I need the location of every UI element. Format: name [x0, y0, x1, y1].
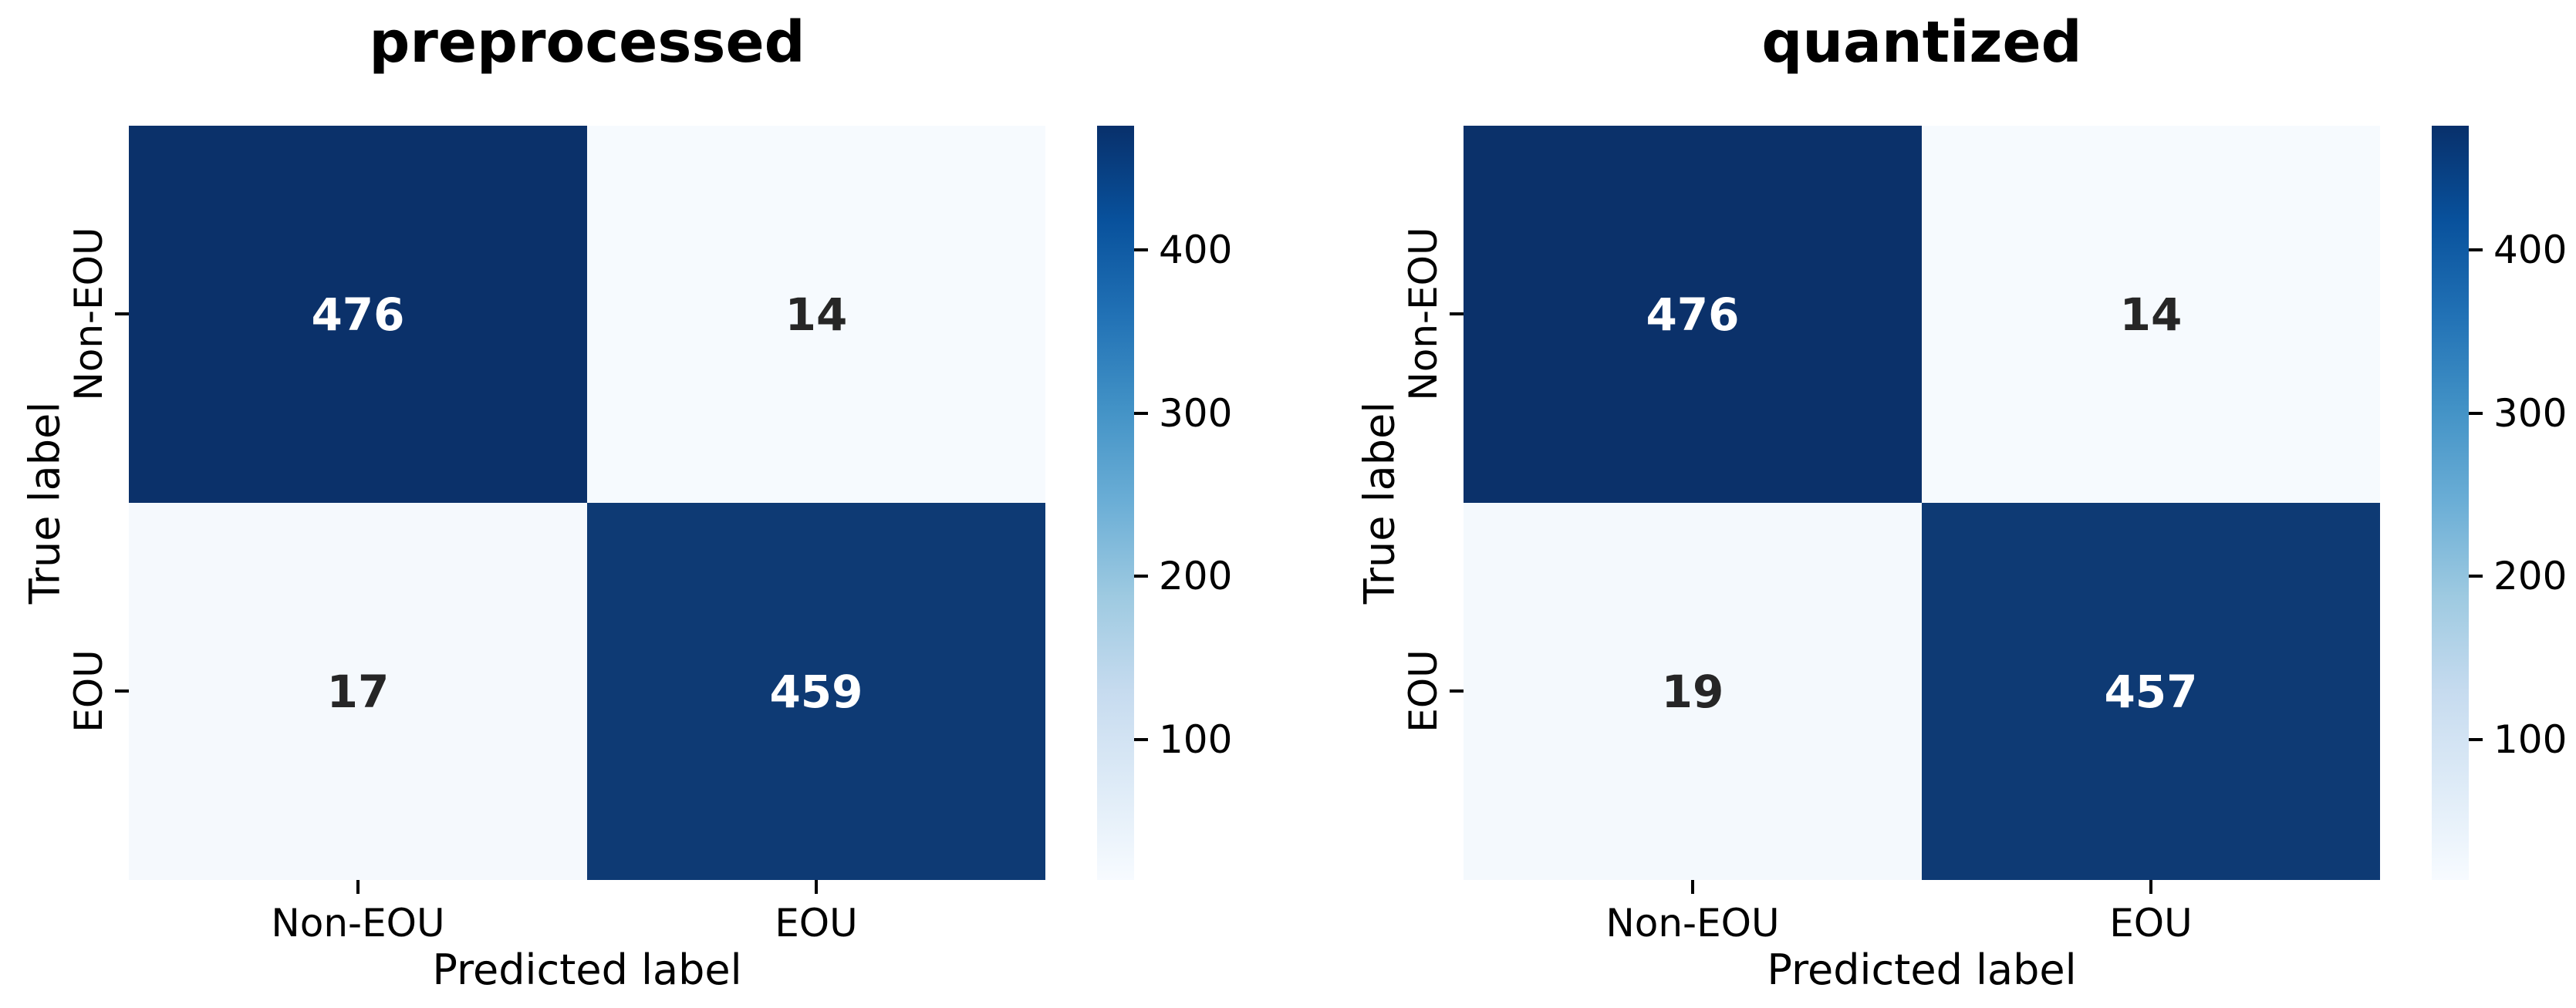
x-tick-label-noneou: Non-EOU — [1605, 901, 1780, 946]
y-tick-mark — [115, 312, 129, 315]
y-axis-label: True label — [1355, 401, 1404, 605]
matrix-cell-true-eou-pred-noneou: 17 — [129, 503, 587, 880]
colorbar-tick-label: 200 — [2493, 554, 2568, 598]
panel-quantized: quantized 476 14 19 457 400 300 200 100 … — [1335, 0, 2576, 1008]
matrix-cell-true-noneou-pred-eou: 14 — [1922, 126, 2380, 503]
chart-title: preprocessed — [369, 9, 805, 76]
colorbar-tick-mark — [1134, 248, 1148, 251]
x-tick-label-eou: EOU — [2109, 901, 2193, 946]
x-axis-label: Predicted label — [432, 946, 742, 994]
colorbar-tick-label: 400 — [1159, 228, 1233, 272]
chart-title: quantized — [1761, 9, 2082, 76]
matrix-cell-true-eou-pred-noneou: 19 — [1464, 503, 1922, 880]
x-tick-mark — [356, 880, 360, 894]
matrix-cell-true-eou-pred-eou: 457 — [1922, 503, 2380, 880]
colorbar — [1097, 126, 1134, 880]
x-tick-mark — [1691, 880, 1694, 894]
colorbar-tick-mark — [2469, 575, 2483, 578]
confusion-matrix: 476 14 17 459 — [129, 126, 1045, 880]
y-tick-mark — [115, 689, 129, 693]
x-tick-label-eou: EOU — [775, 901, 858, 946]
colorbar-tick-mark — [1134, 575, 1148, 578]
y-tick-label-eou: EOU — [66, 649, 111, 733]
colorbar-tick-label: 100 — [2493, 717, 2568, 762]
colorbar-tick-mark — [2469, 248, 2483, 251]
colorbar-tick-label: 400 — [2493, 228, 2568, 272]
confusion-matrix: 476 14 19 457 — [1464, 126, 2380, 880]
panel-preprocessed: preprocessed 476 14 17 459 400 300 200 1… — [20, 9, 1233, 994]
colorbar-tick-mark — [1134, 738, 1148, 741]
y-tick-label-noneou: Non-EOU — [1401, 227, 1446, 401]
matrix-cell-true-eou-pred-eou: 459 — [587, 503, 1045, 880]
y-tick-mark — [1450, 312, 1464, 315]
matrix-cell-true-noneou-pred-noneou: 476 — [1464, 126, 1922, 503]
y-tick-label-noneou: Non-EOU — [66, 227, 111, 401]
colorbar-tick-label: 200 — [1159, 554, 1233, 598]
y-axis-label: True label — [20, 401, 69, 605]
x-tick-mark — [2149, 880, 2152, 894]
colorbar-tick-mark — [2469, 738, 2483, 741]
colorbar-tick-label: 300 — [2493, 391, 2568, 436]
y-tick-label-eou: EOU — [1401, 649, 1446, 733]
x-tick-mark — [815, 880, 818, 894]
matrix-cell-true-noneou-pred-eou: 14 — [587, 126, 1045, 503]
matrix-cell-true-noneou-pred-noneou: 476 — [129, 126, 587, 503]
colorbar — [2432, 126, 2469, 880]
x-axis-label: Predicted label — [1767, 946, 2077, 994]
colorbar-tick-mark — [1134, 412, 1148, 415]
x-tick-label-noneou: Non-EOU — [271, 901, 445, 946]
colorbar-tick-mark — [2469, 412, 2483, 415]
colorbar-tick-label: 100 — [1159, 717, 1233, 762]
y-tick-mark — [1450, 689, 1464, 693]
colorbar-tick-label: 300 — [1159, 391, 1233, 436]
